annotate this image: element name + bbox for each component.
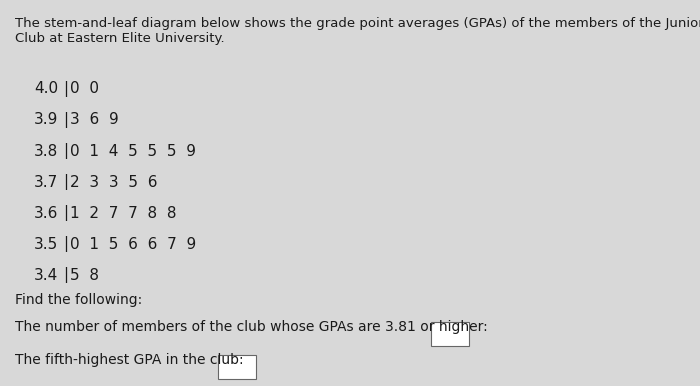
Text: 3.5: 3.5 <box>34 237 58 252</box>
Text: 2  3  3  5  6: 2 3 3 5 6 <box>70 174 158 190</box>
Text: Find the following:: Find the following: <box>15 293 143 307</box>
Text: 3.9: 3.9 <box>34 112 58 127</box>
Text: 5  8: 5 8 <box>70 267 99 283</box>
Text: 3.7: 3.7 <box>34 174 58 190</box>
Text: |: | <box>63 143 69 159</box>
Text: 3.4: 3.4 <box>34 267 58 283</box>
Text: 3.8: 3.8 <box>34 144 58 159</box>
FancyBboxPatch shape <box>218 355 256 379</box>
Text: 0  1  4  5  5  5  9: 0 1 4 5 5 5 9 <box>70 144 196 159</box>
Text: The fifth-highest GPA in the club:: The fifth-highest GPA in the club: <box>15 353 244 367</box>
Text: |: | <box>63 236 69 252</box>
Text: |: | <box>63 174 69 190</box>
FancyBboxPatch shape <box>431 322 469 346</box>
Text: The number of members of the club whose GPAs are 3.81 or higher:: The number of members of the club whose … <box>15 320 488 334</box>
Text: 0  1  5  6  6  7  9: 0 1 5 6 6 7 9 <box>70 237 197 252</box>
Text: |: | <box>63 267 69 283</box>
Text: 3  6  9: 3 6 9 <box>70 112 119 127</box>
Text: 3.6: 3.6 <box>34 206 58 220</box>
Text: 1  2  7  7  8  8: 1 2 7 7 8 8 <box>70 206 176 220</box>
Text: 4.0: 4.0 <box>34 81 58 96</box>
Text: |: | <box>63 81 69 97</box>
Text: Club at Eastern Elite University.: Club at Eastern Elite University. <box>15 32 225 45</box>
Text: |: | <box>63 112 69 128</box>
Text: 0  0: 0 0 <box>70 81 99 96</box>
Text: |: | <box>63 205 69 221</box>
Text: The stem-and-leaf diagram below shows the grade point averages (GPAs) of the mem: The stem-and-leaf diagram below shows th… <box>15 17 700 30</box>
